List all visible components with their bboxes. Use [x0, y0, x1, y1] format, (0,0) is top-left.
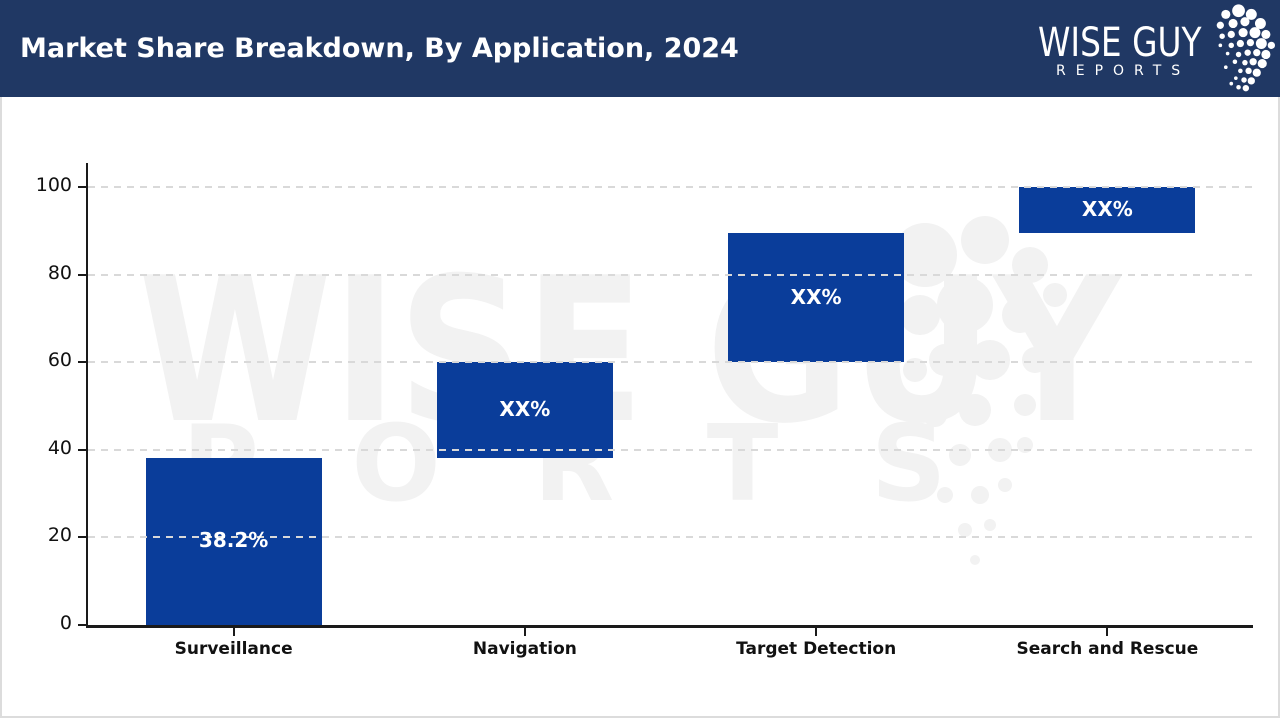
logo-wordmark: WISE GUY	[1038, 20, 1202, 66]
y-tick-mark-80	[78, 273, 86, 276]
bar-target-detection	[728, 233, 905, 363]
x-tick-mark-navigation	[523, 628, 526, 636]
bar-navigation	[436, 362, 613, 458]
category-label-navigation: Navigation	[472, 639, 577, 659]
y-tick-label-0: 0	[59, 612, 72, 634]
bar-value-label-search-and-rescue: XX%	[1081, 197, 1133, 222]
page-title: Market Share Breakdown, By Application, …	[20, 33, 739, 64]
y-tick-label-80: 80	[47, 261, 72, 284]
x-tick-mark-target-detection	[815, 628, 818, 636]
y-tick-label-20: 20	[47, 524, 72, 547]
bar-search-and-rescue	[1019, 187, 1196, 234]
category-label-surveillance: Surveillance	[174, 639, 293, 659]
y-tick-label-100: 100	[35, 174, 72, 196]
gridline-60	[88, 361, 1253, 364]
x-tick-mark-search-and-rescue	[1106, 628, 1109, 636]
page-border-bottom	[0, 716, 1280, 718]
bar-value-label-surveillance: 38.2%	[198, 528, 269, 553]
y-tick-label-60: 60	[47, 349, 72, 372]
x-tick-mark-surveillance	[232, 628, 235, 636]
bar-value-label-navigation: XX%	[499, 396, 551, 421]
logo-head-icon	[1216, 4, 1275, 92]
y-tick-mark-0	[78, 624, 86, 626]
logo: WISE GUY REPORTS	[1030, 0, 1280, 97]
gridline-100	[88, 186, 1253, 188]
gridline-80	[88, 273, 1253, 276]
logo-subtext: REPORTS	[1056, 63, 1191, 79]
y-tick-mark-40	[78, 448, 86, 451]
y-tick-mark-20	[78, 536, 86, 539]
y-tick-label-40: 40	[47, 436, 72, 459]
gridline-40	[88, 448, 1253, 451]
header: Market Share Breakdown, By Application, …	[0, 0, 1280, 97]
x-axis-line	[86, 625, 1253, 628]
category-label-target-detection: Target Detection	[736, 639, 897, 659]
page-border-left	[0, 97, 2, 718]
page-border-right	[1278, 97, 1280, 718]
y-tick-mark-60	[78, 361, 86, 364]
category-label-search-and-rescue: Search and Rescue	[1016, 639, 1199, 659]
y-tick-mark-100	[78, 186, 86, 188]
y-axis-line	[86, 163, 88, 628]
gridline-20	[88, 536, 1253, 539]
bar-surveillance	[145, 457, 322, 625]
watermark-head-dots	[893, 216, 1067, 565]
bar-value-label-target-detection: XX%	[790, 284, 842, 309]
